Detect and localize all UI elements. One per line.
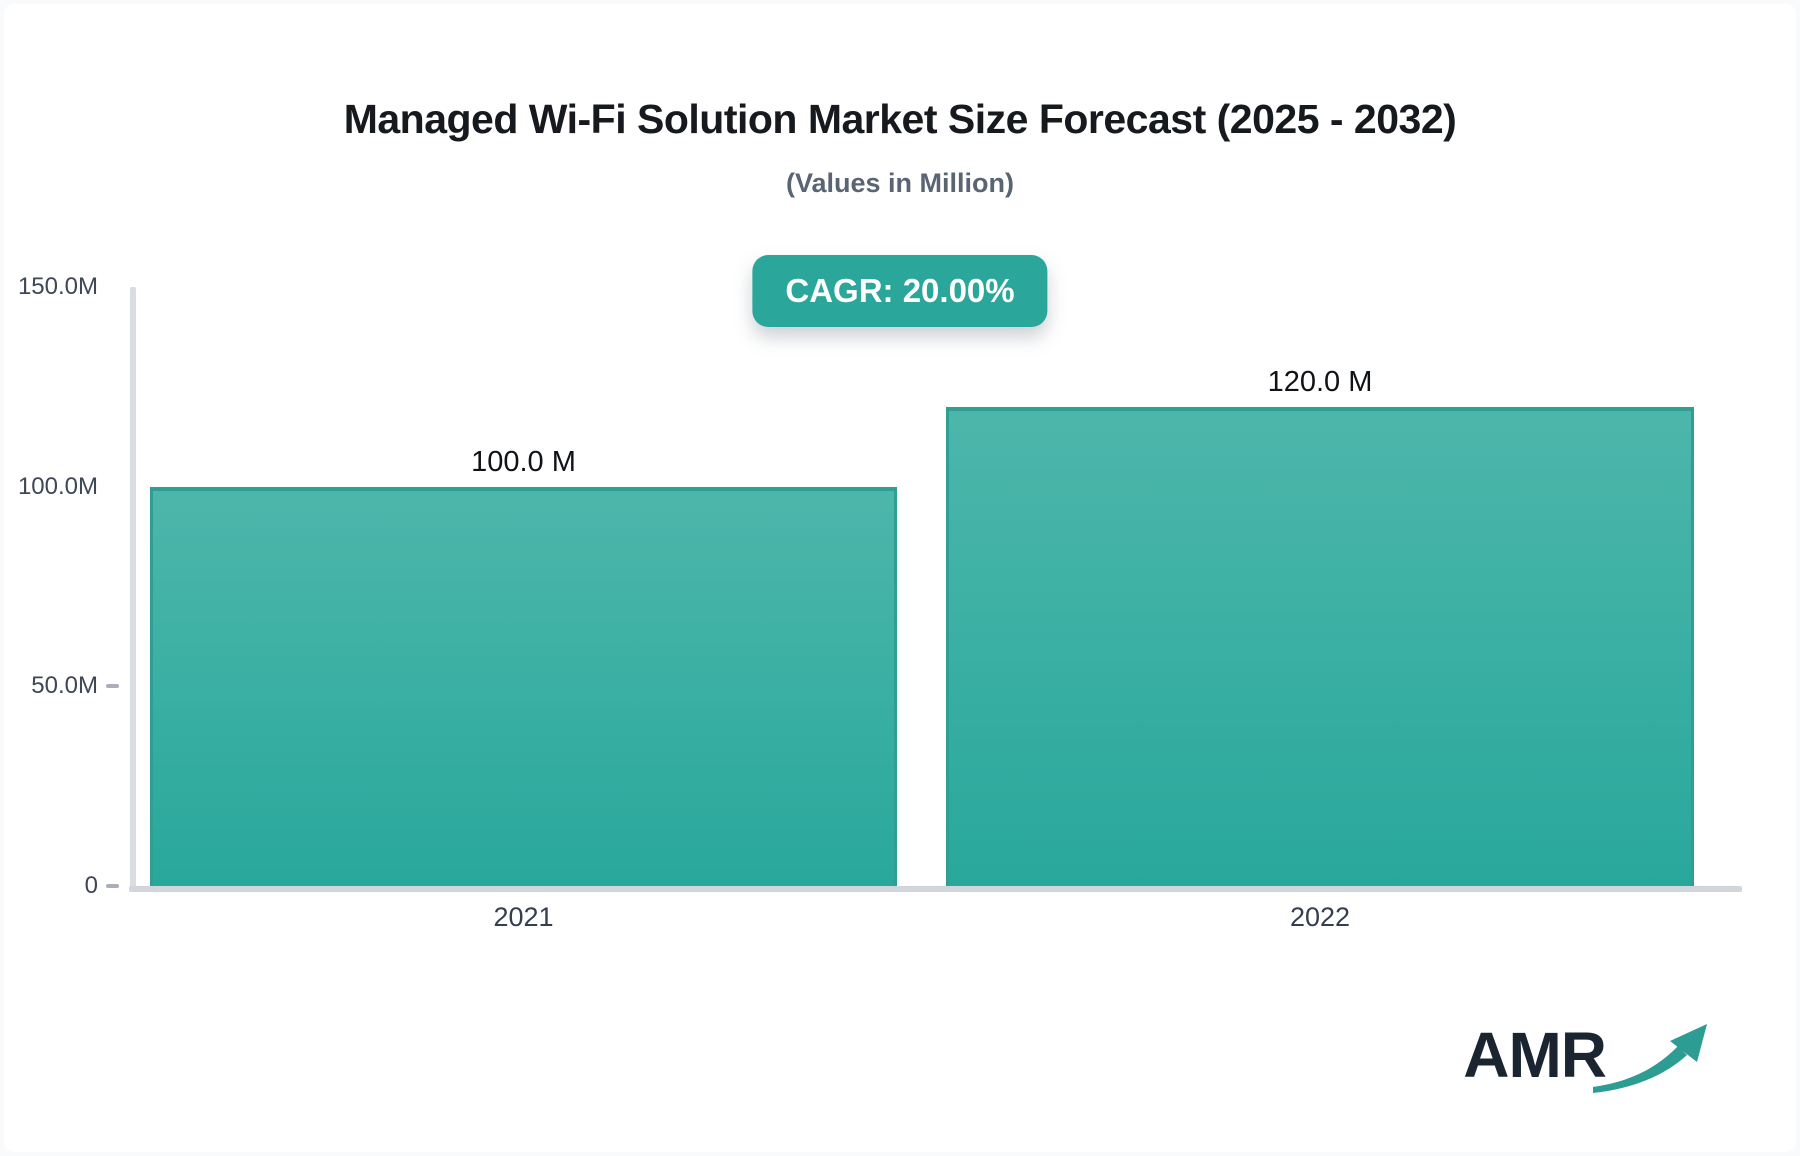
chart-title: Managed Wi-Fi Solution Market Size Forec… bbox=[343, 96, 1457, 142]
y-axis-labels: 150.0M 100.0M 50.0M 0 bbox=[0, 273, 98, 899]
trend-up-arrow-icon bbox=[1590, 1021, 1710, 1104]
y-axis-ticks bbox=[0, 287, 130, 888]
amr-logo: AMR bbox=[1463, 1023, 1710, 1104]
bar bbox=[150, 486, 897, 886]
y-axis-tick-mark bbox=[106, 884, 119, 888]
y-axis-label: 150.0M bbox=[17, 273, 98, 300]
cagr-badge: CAGR: 20.00% bbox=[752, 255, 1048, 327]
chart-subtitle: (Values in Million) bbox=[785, 168, 1015, 198]
bar-value-label: 120.0 M bbox=[1267, 365, 1373, 398]
bar-value-label: 100.0 M bbox=[471, 445, 576, 478]
bar bbox=[946, 406, 1694, 886]
x-axis-label: 2021 bbox=[493, 902, 554, 932]
y-axis-label: 50.0M bbox=[31, 672, 98, 700]
plot-area: 100.0 M 2021 120.0 M 2022 bbox=[133, 287, 1742, 932]
bar-group: 120.0 M 2022 bbox=[946, 287, 1694, 932]
y-axis-label: 100.0M bbox=[17, 472, 98, 500]
x-axis-label: 2022 bbox=[1289, 902, 1351, 932]
y-axis-label: 0 bbox=[84, 872, 98, 899]
y-axis-tick-mark bbox=[106, 684, 119, 689]
x-axis-line bbox=[129, 886, 1742, 892]
bar-group: 100.0 M 2021 bbox=[150, 287, 897, 932]
y-axis-line bbox=[130, 287, 136, 888]
amr-logo-text: AMR bbox=[1463, 1019, 1607, 1091]
